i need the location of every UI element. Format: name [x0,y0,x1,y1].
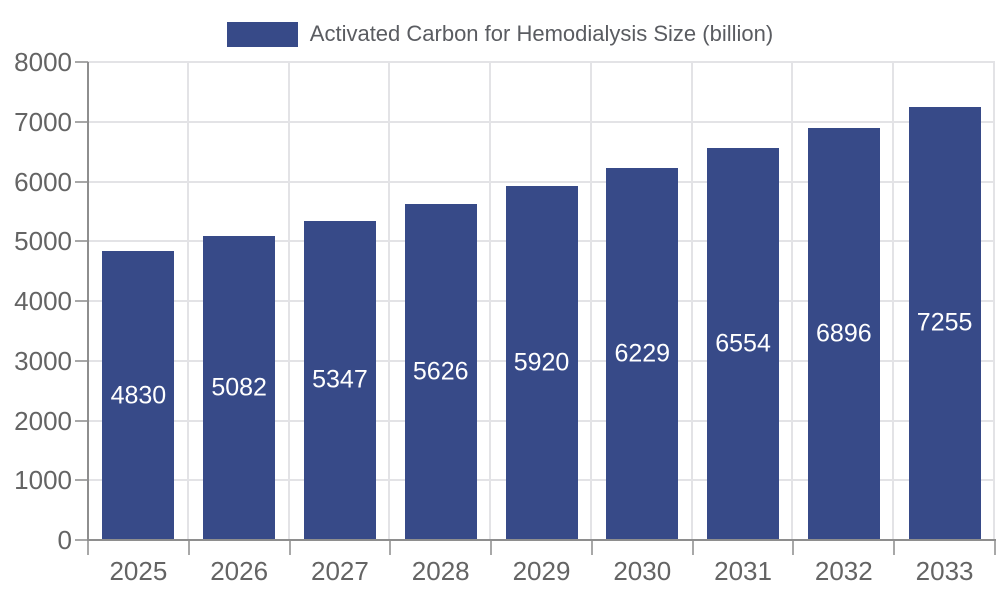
x-axis-tick [288,541,291,555]
bar [102,251,175,540]
y-axis-tick-label: 0 [57,525,72,555]
y-axis-tick [75,61,88,63]
x-axis-tick [691,541,694,555]
y-axis-tick [75,359,88,362]
bar [505,186,578,540]
gridline-vertical [791,62,794,540]
gridline-vertical [892,62,895,540]
bar [404,203,477,540]
x-axis-tick [389,541,392,555]
x-axis-tick [792,541,795,555]
bar [707,148,780,540]
x-axis-tick [994,541,996,555]
bar-value-label: 5347 [312,365,368,394]
x-axis-category-label: 2030 [613,556,672,586]
y-axis-line [87,62,89,540]
x-axis-tick [590,541,593,555]
gridline-vertical [489,62,492,540]
y-axis-tick [75,120,88,123]
y-axis-tick [75,419,88,422]
bar [203,236,276,540]
legend[interactable]: Activated Carbon for Hemodialysis Size (… [0,20,1000,48]
x-axis-tick [893,541,896,555]
gridline-vertical [388,62,391,540]
x-axis-category-label: 2026 [210,556,269,586]
y-axis-tick-label: 3000 [14,345,72,376]
y-axis-tick-label: 1000 [14,465,72,496]
bar-value-label: 6229 [614,339,671,368]
y-axis-tick [75,180,88,183]
gridline-vertical [589,62,592,540]
gridline-vertical [690,62,693,540]
gridline-vertical [186,62,189,540]
x-axis-line [87,539,996,541]
gridline-horizontal [88,61,995,63]
x-axis-category-label: 2033 [915,556,974,586]
bar-value-label: 6896 [816,319,872,348]
y-axis-tick [75,240,88,243]
y-axis-tick-label: 2000 [14,405,72,436]
x-axis-category-label: 2029 [512,556,571,586]
y-axis-tick [75,300,88,302]
x-axis-category-label: 2027 [311,556,369,586]
y-axis-tick-label: 7000 [14,106,72,137]
bar-value-label: 5626 [412,357,469,386]
y-axis-tick [75,479,88,482]
x-axis-category-label: 2028 [411,556,470,586]
y-axis-tick-label: 6000 [14,166,72,197]
bar-value-label: 5082 [211,373,267,402]
gridline-vertical [993,62,995,540]
gridline-vertical [287,62,290,540]
x-axis-tick [187,541,190,555]
bar [303,220,376,540]
gridline-horizontal [88,180,995,183]
y-axis-tick-label: 8000 [14,47,72,77]
x-axis-category-label: 2025 [109,556,168,586]
gridline-horizontal [88,120,995,123]
y-axis-tick [75,539,88,541]
legend-swatch [226,21,298,47]
y-axis-tick-label: 5000 [14,226,72,257]
bar-value-label: 5920 [513,348,570,377]
bar [807,127,880,540]
legend-label: Activated Carbon for Hemodialysis Size (… [309,21,774,46]
bar-value-label: 7255 [916,308,973,337]
x-axis-tick [87,541,89,555]
bar [606,167,679,540]
bar-value-label: 6554 [715,329,771,358]
x-axis-tick [490,541,493,555]
x-axis-category-label: 2032 [814,556,873,586]
bar-value-label: 4830 [110,381,167,410]
y-axis-tick-label: 4000 [14,286,72,316]
plot-area: 4830 5082 5347 5626 5920 6229 6554 6896 7255 [88,61,995,540]
x-axis-category-label: 2031 [714,556,772,586]
bar [908,106,981,540]
